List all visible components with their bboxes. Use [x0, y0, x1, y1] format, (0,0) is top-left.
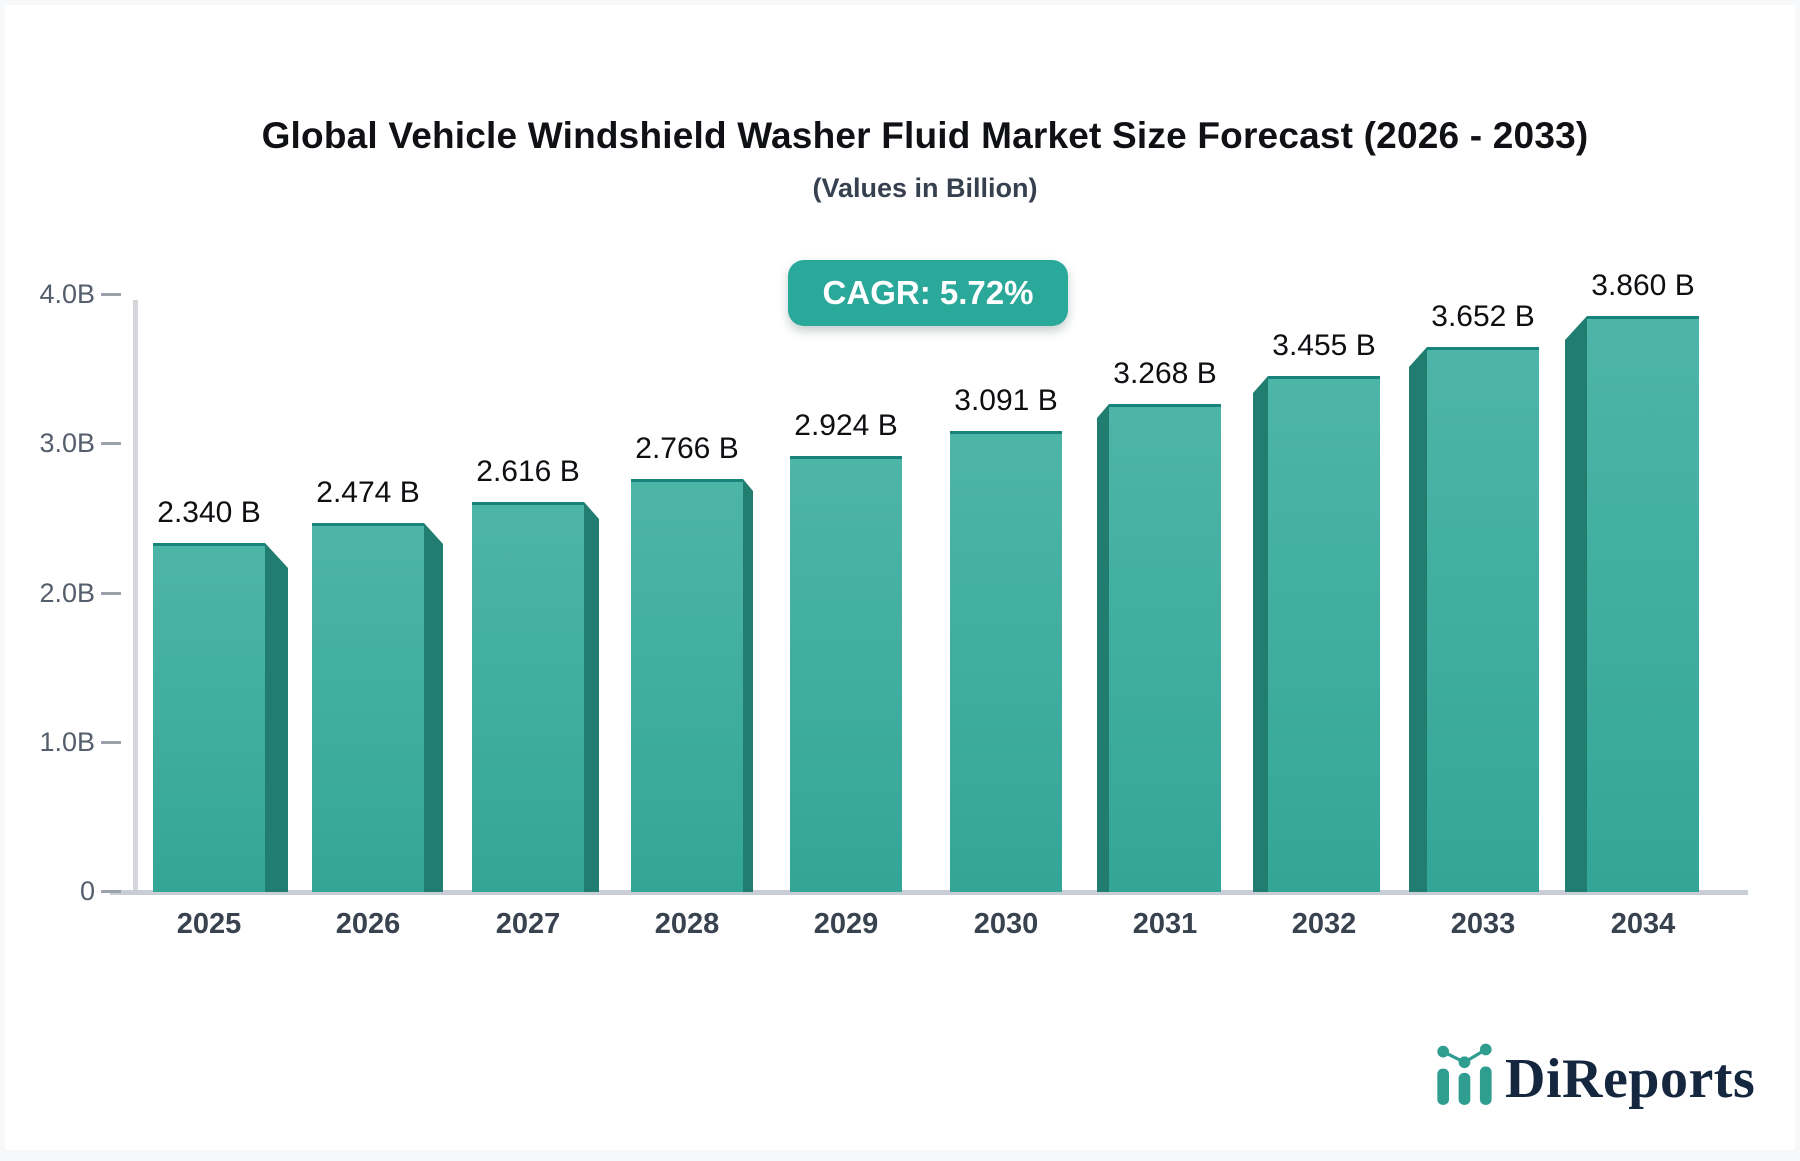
y-axis-tick-0 — [101, 890, 121, 893]
bar-value-label-2027: 2.616 B — [476, 455, 580, 488]
x-axis-label-2029: 2029 — [813, 908, 879, 940]
logo-bar-chart-icon — [1437, 1043, 1492, 1105]
bar-value-label-2033: 3.652 B — [1431, 300, 1535, 333]
bar-3d-side-2031 — [1097, 404, 1109, 892]
bar-2025 — [153, 543, 265, 892]
x-axis-label-2034: 2034 — [1610, 908, 1676, 940]
x-axis-label-2030: 2030 — [973, 908, 1039, 940]
bar-2028 — [631, 479, 743, 892]
bar-value-label-2034: 3.860 B — [1591, 269, 1695, 302]
direports-logo: DiReports — [1433, 1041, 1755, 1107]
bar-value-label-2026: 2.474 B — [316, 476, 420, 509]
bar-value-label-2029: 2.924 B — [794, 409, 898, 442]
y-axis-line — [133, 300, 138, 892]
bar-3d-side-2027 — [584, 502, 599, 892]
y-axis-label-0: 0 — [79, 876, 95, 906]
y-axis-label-1.0B: 1.0B — [39, 727, 95, 757]
y-axis-label-4.0B: 4.0B — [39, 279, 95, 309]
y-axis-label-3.0B: 3.0B — [39, 428, 95, 458]
bar-2033 — [1427, 347, 1539, 892]
y-axis-tick-2.0B — [101, 592, 121, 595]
x-axis-label-2028: 2028 — [654, 908, 720, 940]
x-axis-baseline — [110, 890, 1748, 895]
logo-text: DiReports — [1505, 1048, 1756, 1110]
bar-3d-side-2025 — [265, 543, 288, 892]
bar-2031 — [1109, 404, 1221, 892]
cagr-badge: CAGR: 5.72% — [788, 260, 1068, 326]
y-axis-tick-1.0B — [101, 741, 121, 744]
bar-value-label-2028: 2.766 B — [635, 432, 739, 465]
bar-chart-plot-area: 4.0B 3.0B 2.0B 1.0B 0 2.340 B 2025 2.474 B 2026 2… — [5, 5, 1800, 1161]
bar-value-label-2031: 3.268 B — [1113, 357, 1217, 390]
chart-subtitle: (Values in Billion) — [812, 173, 1038, 203]
bar-value-label-2032: 3.455 B — [1272, 329, 1376, 362]
x-axis-label-2031: 2031 — [1132, 908, 1198, 940]
y-axis-tick-4.0B — [101, 293, 121, 296]
bar-2030 — [950, 431, 1062, 892]
bar-2026 — [312, 523, 424, 892]
bar-2027 — [472, 502, 584, 892]
bar-3d-side-2034 — [1565, 316, 1587, 892]
chart-title: Global Vehicle Windshield Washer Fluid M… — [261, 115, 1589, 156]
cagr-badge-label: CAGR: 5.72% — [822, 274, 1034, 311]
bar-value-label-2030: 3.091 B — [954, 384, 1058, 417]
x-axis-label-2027: 2027 — [495, 908, 561, 940]
x-axis-label-2026: 2026 — [335, 908, 401, 940]
y-axis-tick-3.0B — [101, 442, 121, 445]
y-axis-label-2.0B: 2.0B — [39, 578, 95, 608]
chart-card: Global Vehicle Windshield Washer Fluid M… — [5, 5, 1795, 1150]
x-axis-label-2032: 2032 — [1291, 908, 1357, 940]
bar-2029 — [790, 456, 902, 892]
bar-3d-side-2033 — [1409, 347, 1427, 892]
bar-2034 — [1587, 316, 1699, 892]
bar-value-label-2025: 2.340 B — [157, 496, 261, 529]
bar-2032 — [1268, 376, 1380, 892]
bar-3d-side-2028 — [743, 479, 753, 892]
x-axis-label-2025: 2025 — [176, 908, 242, 940]
bar-3d-side-2026 — [424, 523, 443, 892]
bar-3d-side-2032 — [1253, 376, 1268, 892]
x-axis-label-2033: 2033 — [1450, 908, 1516, 940]
